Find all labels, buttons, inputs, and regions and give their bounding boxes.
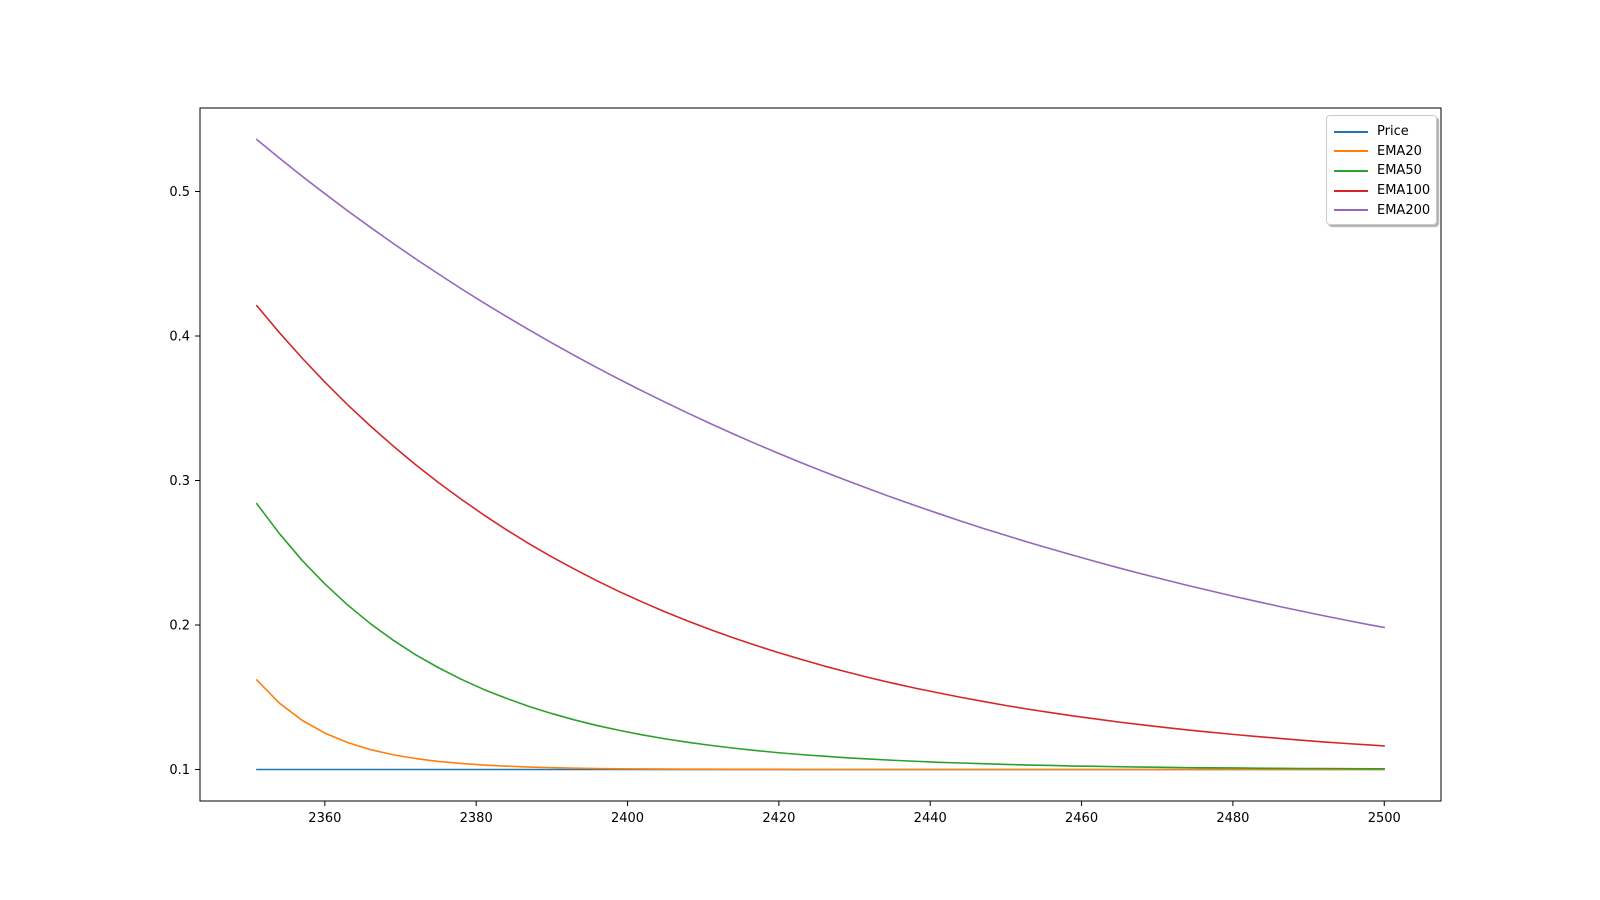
legend-entry-ema50: EMA50 xyxy=(1334,161,1436,181)
legend-line-swatch-ema20 xyxy=(1334,150,1368,153)
x-tick-label: 2420 xyxy=(762,811,795,826)
legend-label-ema50: EMA50 xyxy=(1377,163,1422,179)
legend-line-swatch-ema100 xyxy=(1334,189,1368,192)
legend-line-swatch-ema50 xyxy=(1334,169,1368,172)
legend-box: Price EMA20 EMA50 EMA100 EMA200 xyxy=(1326,115,1437,225)
legend-entry-ema100: EMA100 xyxy=(1334,181,1436,201)
y-tick-label: 0.1 xyxy=(169,763,190,778)
legend-line-swatch-ema200 xyxy=(1334,209,1368,212)
y-tick-label: 0.5 xyxy=(169,185,190,200)
legend-label-ema20: EMA20 xyxy=(1377,143,1422,159)
y-tick-label: 0.2 xyxy=(169,619,190,634)
y-tick-label: 0.3 xyxy=(169,474,190,489)
series-line-ema20 xyxy=(255,679,1386,771)
legend-entry-price: Price xyxy=(1334,122,1436,142)
series-line-ema100 xyxy=(255,304,1386,747)
x-tick-label: 2440 xyxy=(914,811,947,826)
legend-label-price: Price xyxy=(1377,124,1409,140)
x-tick-label: 2400 xyxy=(611,811,644,826)
legend-line-swatch-price xyxy=(1334,130,1368,133)
series-line-ema200 xyxy=(255,138,1386,629)
legend-entry-ema20: EMA20 xyxy=(1334,142,1436,162)
legend-entry-ema200: EMA200 xyxy=(1334,200,1436,220)
x-tick-label: 2360 xyxy=(308,811,341,826)
series-line-ema50 xyxy=(255,502,1386,770)
x-tick-label: 2480 xyxy=(1216,811,1249,826)
plot-area-spines xyxy=(199,107,1442,802)
x-tick-label: 2460 xyxy=(1065,811,1098,826)
x-tick-label: 2500 xyxy=(1368,811,1401,826)
y-tick-label: 0.4 xyxy=(169,330,190,345)
legend-label-ema200: EMA200 xyxy=(1377,202,1431,218)
legend-label-ema100: EMA100 xyxy=(1377,183,1431,199)
x-tick-label: 2380 xyxy=(460,811,493,826)
